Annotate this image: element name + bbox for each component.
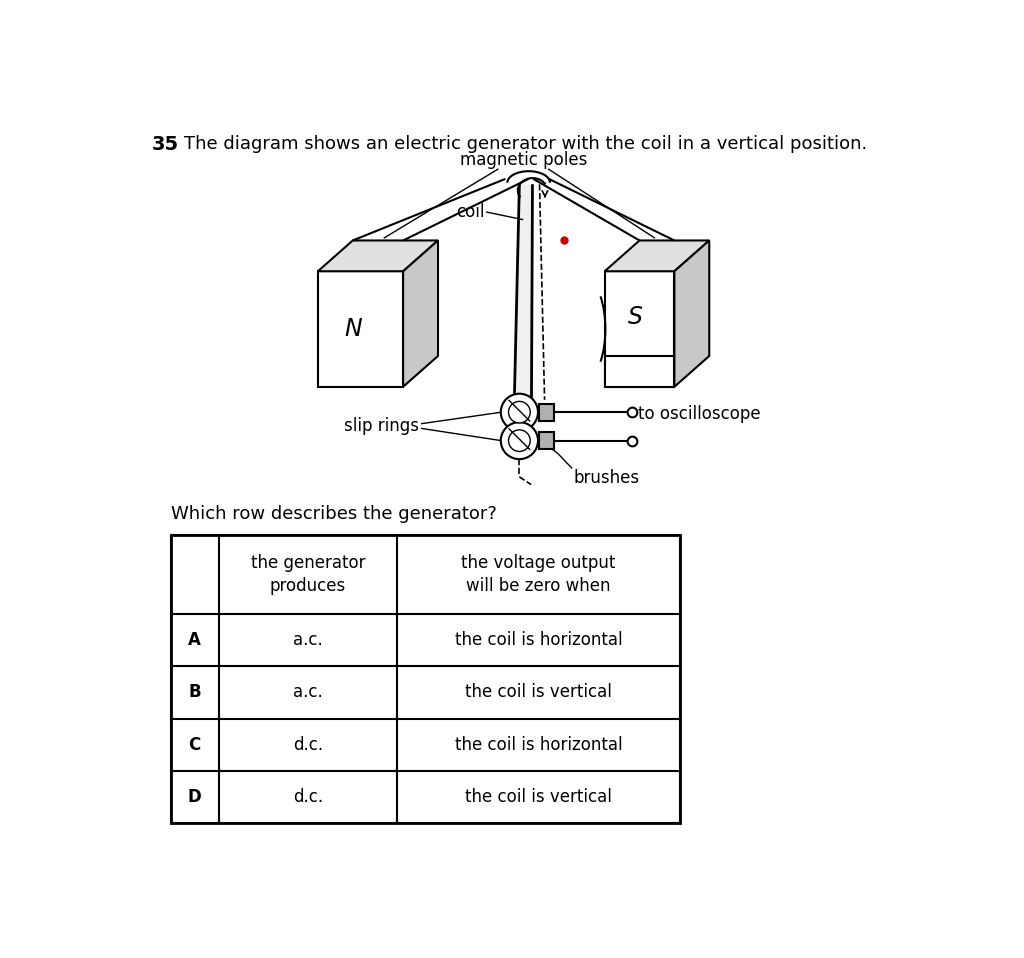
Text: a.c.: a.c. — [293, 683, 323, 701]
Text: the voltage output
will be zero when: the voltage output will be zero when — [461, 554, 615, 596]
Text: S: S — [628, 306, 643, 330]
Text: 35: 35 — [152, 135, 178, 154]
Polygon shape — [317, 271, 403, 387]
Text: the generator
produces: the generator produces — [251, 554, 365, 596]
Text: the coil is horizontal: the coil is horizontal — [455, 736, 623, 754]
Polygon shape — [604, 271, 675, 387]
Text: magnetic poles: magnetic poles — [460, 150, 587, 169]
Bar — [539, 432, 554, 449]
Polygon shape — [675, 240, 710, 387]
Circle shape — [509, 430, 530, 451]
Polygon shape — [604, 240, 710, 271]
Text: the coil is horizontal: the coil is horizontal — [455, 631, 623, 650]
Polygon shape — [604, 356, 675, 387]
Text: d.c.: d.c. — [293, 736, 323, 754]
Text: brushes: brushes — [573, 469, 640, 488]
Text: D: D — [187, 788, 202, 807]
Text: to oscilloscope: to oscilloscope — [638, 405, 761, 423]
Polygon shape — [403, 240, 438, 387]
Circle shape — [501, 422, 538, 459]
Text: The diagram shows an electric generator with the coil in a vertical position.: The diagram shows an electric generator … — [183, 135, 867, 153]
Text: the coil is vertical: the coil is vertical — [465, 788, 611, 807]
Text: slip rings: slip rings — [344, 417, 419, 435]
Text: A: A — [188, 631, 201, 650]
Circle shape — [501, 394, 538, 431]
Text: coil: coil — [456, 203, 484, 221]
Text: B: B — [188, 683, 201, 701]
Text: C: C — [188, 736, 201, 754]
Bar — [539, 404, 554, 422]
Text: N: N — [344, 317, 361, 341]
Polygon shape — [514, 184, 532, 399]
Text: Which row describes the generator?: Which row describes the generator? — [171, 505, 497, 522]
Polygon shape — [317, 240, 438, 271]
Text: the coil is vertical: the coil is vertical — [465, 683, 611, 701]
Circle shape — [509, 401, 530, 423]
Bar — [171, 536, 680, 823]
Text: a.c.: a.c. — [293, 631, 323, 650]
Text: d.c.: d.c. — [293, 788, 323, 807]
